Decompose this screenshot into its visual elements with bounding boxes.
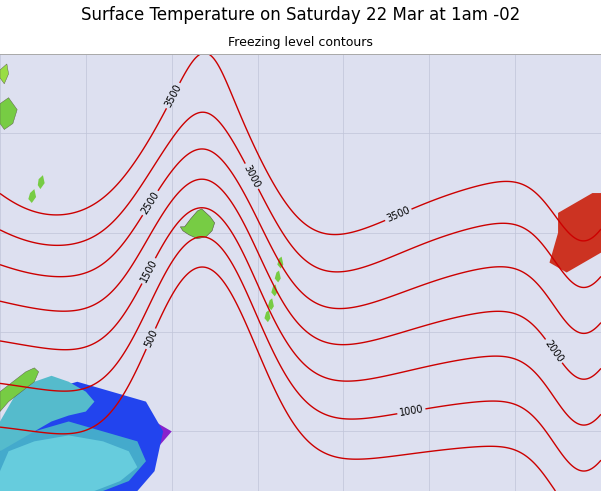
Text: 3500: 3500 [163, 82, 183, 109]
Polygon shape [0, 376, 94, 451]
Polygon shape [28, 189, 36, 203]
Text: 3000: 3000 [242, 163, 262, 190]
Polygon shape [268, 299, 274, 310]
Polygon shape [549, 193, 601, 273]
Text: 500: 500 [142, 328, 159, 349]
Text: Surface Temperature on Saturday 22 Mar at 1am -02: Surface Temperature on Saturday 22 Mar a… [81, 6, 520, 24]
Polygon shape [271, 284, 277, 297]
Polygon shape [0, 64, 8, 84]
Polygon shape [38, 175, 44, 189]
Polygon shape [0, 368, 38, 411]
Text: 3500: 3500 [385, 205, 412, 224]
Text: 2500: 2500 [139, 190, 161, 216]
Text: 2000: 2000 [543, 338, 565, 364]
Polygon shape [0, 436, 138, 491]
Text: 1500: 1500 [138, 258, 159, 284]
Text: Freezing level contours: Freezing level contours [228, 36, 373, 49]
Polygon shape [277, 257, 283, 269]
Polygon shape [0, 402, 172, 491]
Polygon shape [0, 382, 163, 491]
Polygon shape [275, 271, 281, 282]
Polygon shape [0, 421, 146, 491]
Text: 1000: 1000 [398, 404, 424, 418]
Polygon shape [0, 98, 17, 130]
Polygon shape [264, 310, 270, 322]
Polygon shape [180, 209, 215, 239]
